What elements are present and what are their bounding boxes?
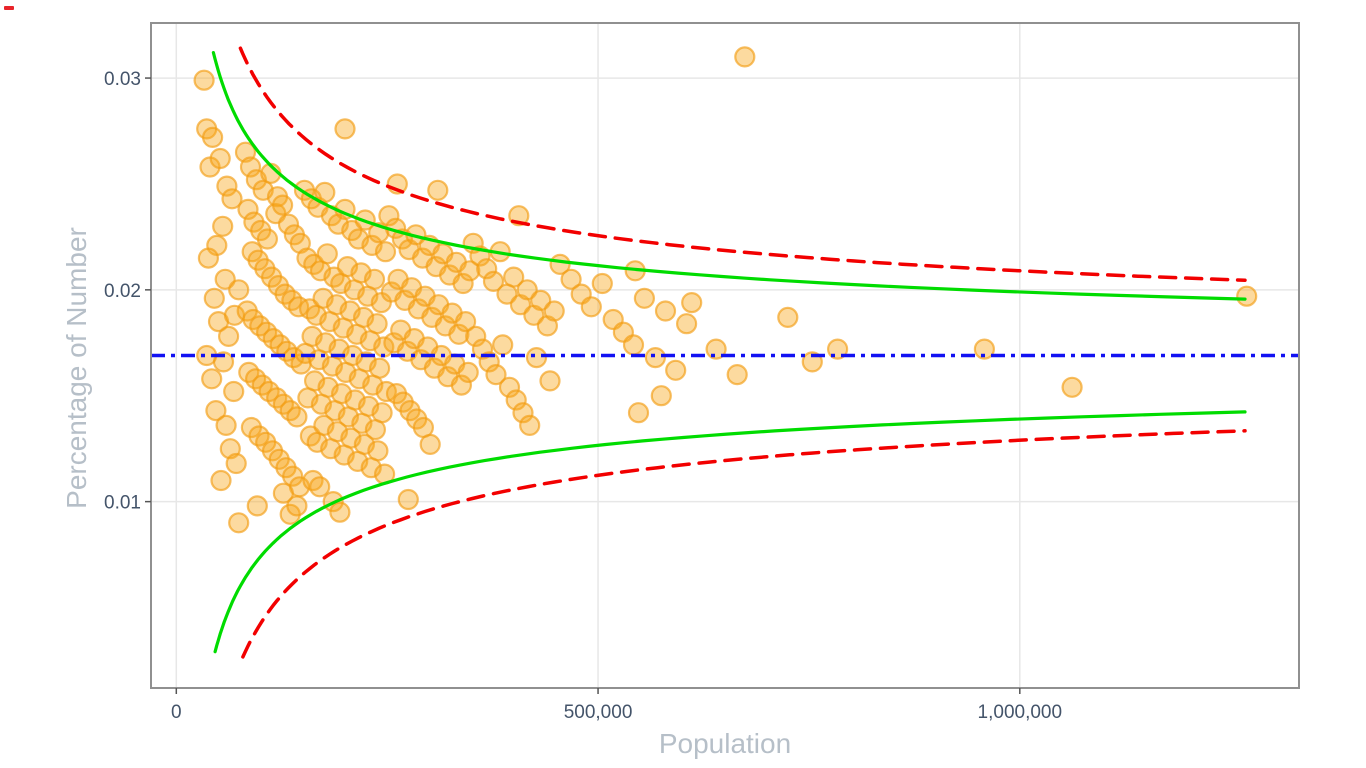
data-point xyxy=(202,126,224,148)
data-point xyxy=(650,385,672,407)
data-point xyxy=(450,374,472,396)
data-point xyxy=(665,359,687,381)
data-point xyxy=(215,414,237,436)
data-point xyxy=(367,440,389,462)
data-point xyxy=(316,243,338,265)
data-point xyxy=(329,501,351,523)
data-point xyxy=(505,389,527,411)
y-tick-label: 0.01 xyxy=(104,493,141,514)
data-point xyxy=(371,402,393,424)
data-point xyxy=(314,181,336,203)
data-point xyxy=(681,292,703,314)
x-axis-title: Population xyxy=(659,728,791,759)
data-point xyxy=(246,495,268,517)
data-point xyxy=(225,452,247,475)
data-point xyxy=(427,179,449,201)
data-point xyxy=(476,258,498,280)
data-point xyxy=(277,213,300,235)
data-point xyxy=(369,357,391,379)
x-axis-tick-labels: 0 500,000 1,000,000 xyxy=(171,702,1062,723)
data-point xyxy=(363,268,386,290)
data-point xyxy=(539,370,561,392)
y-axis-title: Percentage of Number xyxy=(61,227,92,509)
outer-control-limit-lower-curve xyxy=(241,429,1247,659)
data-point xyxy=(654,300,677,322)
data-point xyxy=(378,205,400,227)
data-point xyxy=(397,488,419,511)
data-point xyxy=(1236,285,1258,307)
data-point xyxy=(197,247,219,269)
data-point xyxy=(272,482,294,504)
data-point xyxy=(272,194,294,216)
data-point xyxy=(560,268,582,290)
inner-control-limit-lower-curve xyxy=(213,410,1247,654)
data-point xyxy=(366,313,388,335)
data-point xyxy=(221,188,243,210)
data-point xyxy=(286,495,308,517)
data-point xyxy=(334,118,356,140)
data-point xyxy=(482,270,505,292)
data-point xyxy=(419,433,441,455)
data-point xyxy=(503,266,525,288)
plot-border xyxy=(150,22,1300,689)
x-tick-label: 0 xyxy=(171,702,182,723)
data-point xyxy=(492,334,514,356)
data-point xyxy=(210,469,232,492)
data-point xyxy=(228,279,250,301)
inner-control-limit-upper-curve xyxy=(211,51,1247,301)
data-point xyxy=(512,402,534,424)
data-point xyxy=(448,323,470,345)
data-point xyxy=(309,476,331,498)
data-point xyxy=(193,69,215,91)
screen-artifact-red-dash xyxy=(4,6,14,10)
data-point xyxy=(644,347,667,369)
data-point xyxy=(457,361,479,383)
scatter-points xyxy=(193,46,1258,534)
data-point xyxy=(726,364,748,386)
data-point xyxy=(777,306,799,328)
data-point xyxy=(286,406,308,428)
outer-control-limit-upper-curve xyxy=(238,46,1247,282)
x-tick-label: 500,000 xyxy=(564,702,633,723)
data-point xyxy=(256,228,278,250)
data-point xyxy=(675,313,698,335)
data-point xyxy=(622,334,645,356)
data-point xyxy=(452,272,474,295)
data-point xyxy=(498,376,521,398)
y-tick-label: 0.03 xyxy=(104,69,141,90)
data-point xyxy=(580,296,602,318)
data-point xyxy=(237,198,259,220)
data-point xyxy=(218,325,240,347)
data-point xyxy=(459,260,481,282)
data-point xyxy=(282,465,304,487)
data-point xyxy=(205,400,227,422)
data-point xyxy=(201,368,223,390)
axis-tick-marks xyxy=(145,77,1021,694)
data-point xyxy=(223,380,245,403)
data-point xyxy=(485,364,507,386)
data-point xyxy=(209,147,231,170)
data-point xyxy=(203,287,225,309)
data-point xyxy=(973,338,996,360)
data-point xyxy=(465,325,487,347)
data-point xyxy=(239,156,262,178)
data-point xyxy=(633,287,656,309)
data-point xyxy=(212,215,234,237)
data-point xyxy=(374,241,397,263)
data-point xyxy=(591,272,613,295)
data-point xyxy=(1061,376,1083,398)
x-tick-label: 1,000,000 xyxy=(978,702,1063,723)
data-point xyxy=(734,46,756,68)
data-point xyxy=(455,311,477,333)
data-point xyxy=(543,300,565,322)
data-point xyxy=(519,414,541,436)
y-axis-tick-labels: 0.01 0.02 0.03 xyxy=(104,69,141,514)
data-point xyxy=(627,402,650,424)
data-point xyxy=(525,347,548,369)
data-point xyxy=(228,512,250,534)
data-point xyxy=(216,175,238,197)
y-tick-label: 0.02 xyxy=(104,281,141,302)
